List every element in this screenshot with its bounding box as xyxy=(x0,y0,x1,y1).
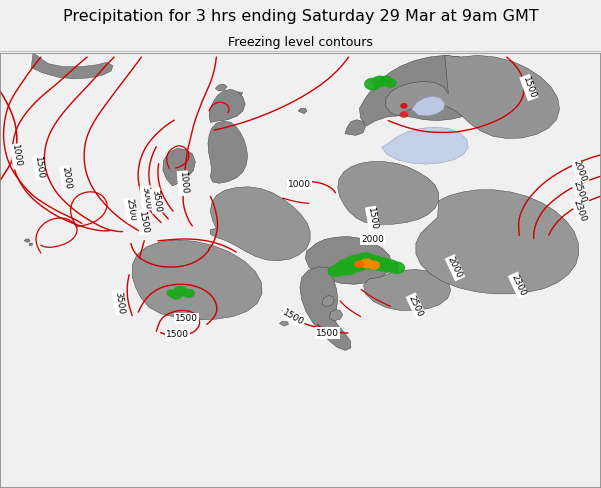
Text: 2000: 2000 xyxy=(60,166,72,190)
Circle shape xyxy=(380,76,392,85)
Text: 2300: 2300 xyxy=(572,199,588,223)
Circle shape xyxy=(183,289,194,297)
Text: 1000: 1000 xyxy=(288,180,311,189)
Polygon shape xyxy=(298,108,307,114)
Polygon shape xyxy=(300,267,351,350)
Circle shape xyxy=(373,76,387,87)
Text: 1500: 1500 xyxy=(136,210,150,235)
Polygon shape xyxy=(305,236,392,285)
Circle shape xyxy=(345,255,368,272)
Circle shape xyxy=(167,290,175,296)
Circle shape xyxy=(355,261,364,267)
Text: 2000: 2000 xyxy=(572,159,588,183)
Text: 1500: 1500 xyxy=(316,328,339,338)
Polygon shape xyxy=(236,92,243,96)
Text: 1000: 1000 xyxy=(10,144,23,168)
Polygon shape xyxy=(210,187,310,261)
Circle shape xyxy=(382,260,398,272)
Text: 1500: 1500 xyxy=(175,314,198,323)
Polygon shape xyxy=(412,96,445,116)
Circle shape xyxy=(355,253,376,268)
Circle shape xyxy=(171,291,182,299)
Text: 2000: 2000 xyxy=(446,256,464,280)
Polygon shape xyxy=(386,55,560,139)
Polygon shape xyxy=(24,239,30,243)
Polygon shape xyxy=(163,148,195,186)
Text: 1500: 1500 xyxy=(281,308,305,327)
Text: 3500: 3500 xyxy=(150,189,162,213)
Polygon shape xyxy=(345,120,365,135)
Circle shape xyxy=(389,262,404,273)
Circle shape xyxy=(361,259,373,268)
Text: 3000: 3000 xyxy=(141,186,153,210)
Text: 2500: 2500 xyxy=(407,294,425,318)
Polygon shape xyxy=(382,127,468,164)
Text: 1500: 1500 xyxy=(33,156,45,180)
Text: 2000: 2000 xyxy=(361,235,384,244)
Circle shape xyxy=(337,259,358,275)
Text: 2500: 2500 xyxy=(572,180,588,204)
Polygon shape xyxy=(132,240,262,320)
Text: Freezing level contours: Freezing level contours xyxy=(228,36,373,49)
Text: 1000: 1000 xyxy=(178,171,189,195)
Circle shape xyxy=(400,112,407,117)
Circle shape xyxy=(401,103,407,108)
Circle shape xyxy=(385,79,396,87)
Circle shape xyxy=(364,256,383,269)
Polygon shape xyxy=(364,269,451,310)
Text: 1500: 1500 xyxy=(366,207,379,231)
Text: 3500: 3500 xyxy=(113,290,125,315)
Text: 2300: 2300 xyxy=(509,273,527,297)
Circle shape xyxy=(373,258,391,271)
Polygon shape xyxy=(215,84,227,91)
Text: 2500: 2500 xyxy=(124,198,138,223)
Polygon shape xyxy=(338,162,439,224)
Polygon shape xyxy=(322,296,334,307)
Circle shape xyxy=(365,79,380,90)
Circle shape xyxy=(174,286,187,296)
Text: Precipitation for 3 hrs ending Saturday 29 Mar at 9am GMT: Precipitation for 3 hrs ending Saturday … xyxy=(63,9,538,24)
Circle shape xyxy=(368,261,379,269)
Polygon shape xyxy=(416,190,579,294)
Text: 1500: 1500 xyxy=(520,75,537,100)
Polygon shape xyxy=(279,321,288,326)
Polygon shape xyxy=(329,309,343,321)
Text: 1500: 1500 xyxy=(166,330,189,339)
Polygon shape xyxy=(359,55,493,126)
Polygon shape xyxy=(208,121,248,183)
Circle shape xyxy=(328,266,343,276)
Circle shape xyxy=(333,263,350,275)
Polygon shape xyxy=(209,89,245,122)
Polygon shape xyxy=(29,243,32,246)
Polygon shape xyxy=(31,53,113,79)
